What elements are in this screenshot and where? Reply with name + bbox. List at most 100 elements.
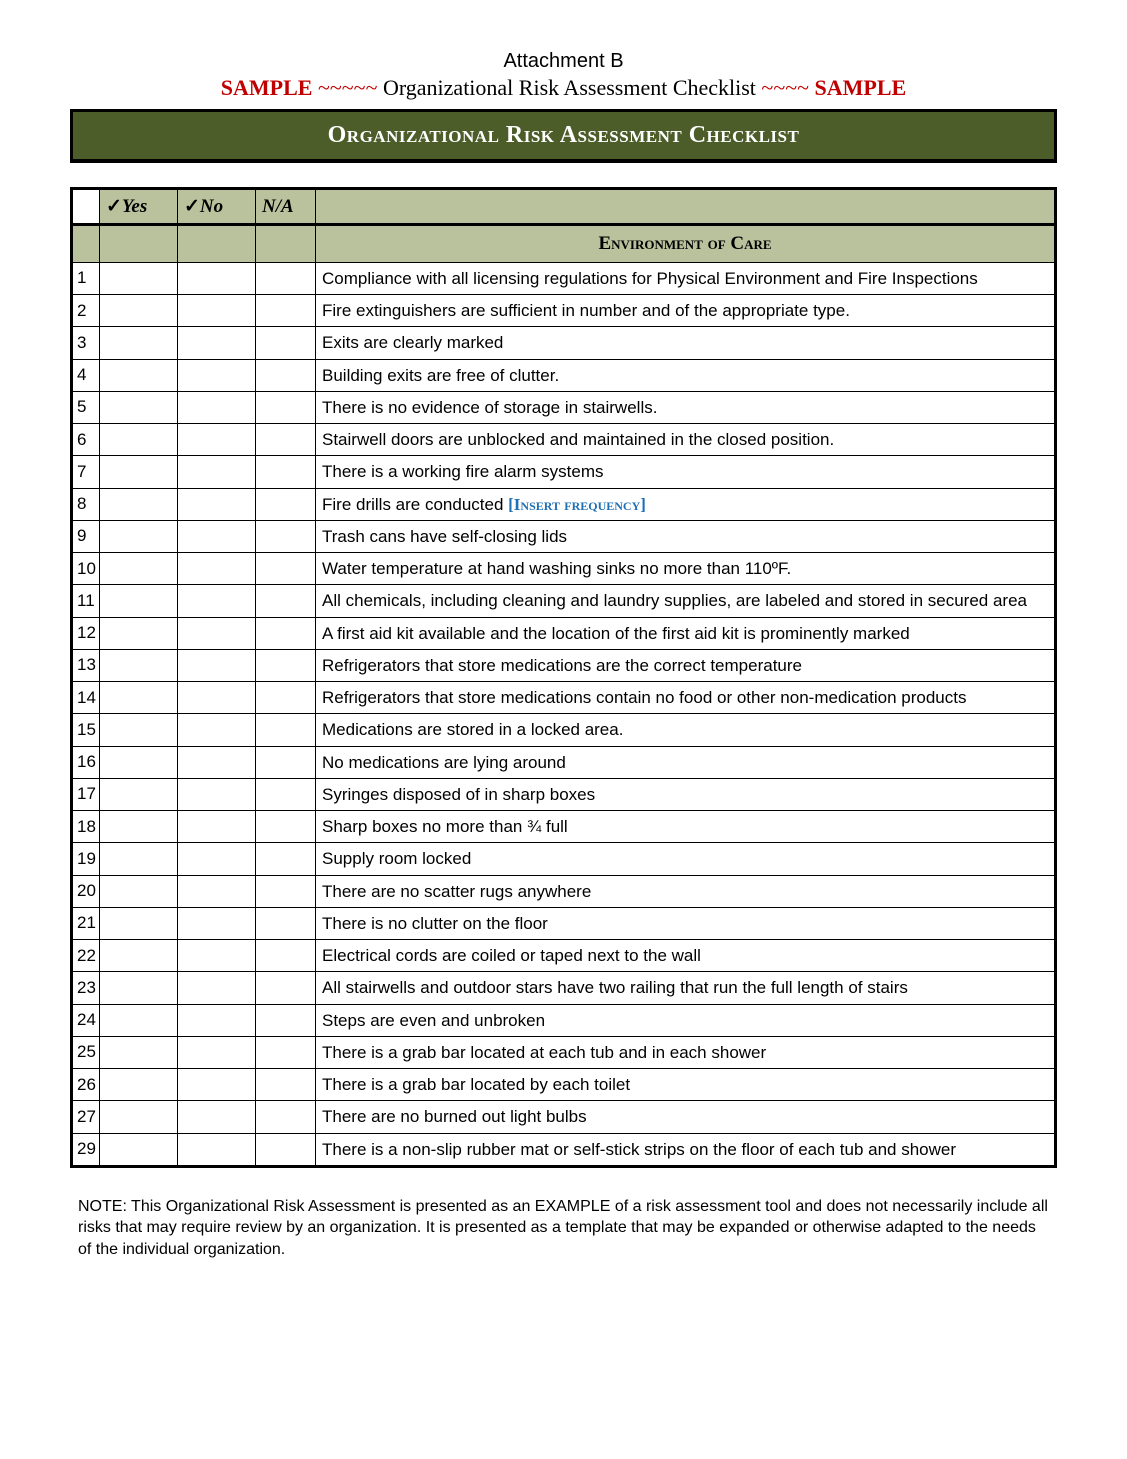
sample-left: SAMPLE [221, 75, 313, 100]
checkbox-na[interactable] [256, 811, 316, 843]
checkbox-na[interactable] [256, 488, 316, 520]
checklist-row: 8Fire drills are conducted [Insert frequ… [72, 488, 1056, 520]
checkbox-yes[interactable] [100, 1101, 178, 1133]
checkbox-yes[interactable] [100, 1004, 178, 1036]
checkbox-no[interactable] [178, 424, 256, 456]
checkbox-yes[interactable] [100, 714, 178, 746]
checkbox-no[interactable] [178, 1004, 256, 1036]
checkbox-na[interactable] [256, 875, 316, 907]
checkbox-yes[interactable] [100, 295, 178, 327]
checkbox-yes[interactable] [100, 746, 178, 778]
checkbox-na[interactable] [256, 553, 316, 585]
checkbox-no[interactable] [178, 682, 256, 714]
checkbox-no[interactable] [178, 488, 256, 520]
checkbox-no[interactable] [178, 907, 256, 939]
checkbox-yes[interactable] [100, 649, 178, 681]
checkbox-yes[interactable] [100, 327, 178, 359]
checklist-table: ✓Yes ✓No N/A Environment of Care 1Compli… [70, 187, 1057, 1168]
checkbox-yes[interactable] [100, 520, 178, 552]
checkbox-no[interactable] [178, 295, 256, 327]
checkbox-yes[interactable] [100, 1036, 178, 1068]
checkbox-yes[interactable] [100, 456, 178, 488]
checkbox-na[interactable] [256, 424, 316, 456]
checkbox-no[interactable] [178, 1101, 256, 1133]
row-number: 19 [72, 843, 100, 875]
checkbox-yes[interactable] [100, 262, 178, 294]
checkbox-yes[interactable] [100, 359, 178, 391]
insert-placeholder: [Insert frequency] [508, 495, 646, 514]
checkbox-no[interactable] [178, 359, 256, 391]
checkbox-na[interactable] [256, 391, 316, 423]
checkbox-yes[interactable] [100, 907, 178, 939]
checkbox-no[interactable] [178, 843, 256, 875]
checkbox-no[interactable] [178, 972, 256, 1004]
checkbox-na[interactable] [256, 714, 316, 746]
checkbox-na[interactable] [256, 1101, 316, 1133]
checkbox-yes[interactable] [100, 617, 178, 649]
checkbox-no[interactable] [178, 1069, 256, 1101]
checkbox-no[interactable] [178, 746, 256, 778]
checkbox-na[interactable] [256, 1069, 316, 1101]
checkbox-yes[interactable] [100, 843, 178, 875]
checkbox-no[interactable] [178, 875, 256, 907]
checkbox-na[interactable] [256, 907, 316, 939]
checkbox-no[interactable] [178, 940, 256, 972]
checkbox-no[interactable] [178, 327, 256, 359]
checkbox-na[interactable] [256, 262, 316, 294]
checkbox-no[interactable] [178, 649, 256, 681]
checkbox-no[interactable] [178, 391, 256, 423]
checkbox-yes[interactable] [100, 972, 178, 1004]
checkbox-yes[interactable] [100, 391, 178, 423]
checkbox-na[interactable] [256, 682, 316, 714]
checkbox-yes[interactable] [100, 811, 178, 843]
checkbox-no[interactable] [178, 553, 256, 585]
checkbox-no[interactable] [178, 585, 256, 617]
row-number: 18 [72, 811, 100, 843]
checkbox-yes[interactable] [100, 682, 178, 714]
row-number: 1 [72, 262, 100, 294]
checkbox-yes[interactable] [100, 488, 178, 520]
checklist-row: 11All chemicals, including cleaning and … [72, 585, 1056, 617]
checkbox-no[interactable] [178, 1133, 256, 1166]
checkbox-no[interactable] [178, 811, 256, 843]
checkbox-yes[interactable] [100, 778, 178, 810]
checkbox-na[interactable] [256, 1004, 316, 1036]
checkbox-na[interactable] [256, 456, 316, 488]
checkbox-no[interactable] [178, 714, 256, 746]
checkbox-na[interactable] [256, 520, 316, 552]
checkbox-na[interactable] [256, 585, 316, 617]
checkbox-no[interactable] [178, 520, 256, 552]
checklist-row: 29There is a non-slip rubber mat or self… [72, 1133, 1056, 1166]
checkbox-na[interactable] [256, 359, 316, 391]
section-row: Environment of Care [72, 225, 1056, 263]
checkbox-na[interactable] [256, 327, 316, 359]
checkbox-no[interactable] [178, 456, 256, 488]
checkbox-na[interactable] [256, 1036, 316, 1068]
checkbox-na[interactable] [256, 843, 316, 875]
checkbox-yes[interactable] [100, 585, 178, 617]
checklist-row: 4Building exits are free of clutter. [72, 359, 1056, 391]
checkbox-na[interactable] [256, 295, 316, 327]
checkbox-na[interactable] [256, 940, 316, 972]
checkbox-na[interactable] [256, 972, 316, 1004]
checkbox-na[interactable] [256, 649, 316, 681]
checkbox-no[interactable] [178, 1036, 256, 1068]
checkbox-na[interactable] [256, 617, 316, 649]
checklist-row: 9Trash cans have self-closing lids [72, 520, 1056, 552]
checkbox-no[interactable] [178, 617, 256, 649]
checkbox-na[interactable] [256, 746, 316, 778]
checkbox-yes[interactable] [100, 424, 178, 456]
checkbox-yes[interactable] [100, 875, 178, 907]
checkbox-na[interactable] [256, 1133, 316, 1166]
col-header-yes: ✓Yes [100, 189, 178, 225]
checkbox-yes[interactable] [100, 553, 178, 585]
checkbox-yes[interactable] [100, 940, 178, 972]
row-number: 4 [72, 359, 100, 391]
checkbox-yes[interactable] [100, 1069, 178, 1101]
checkbox-no[interactable] [178, 262, 256, 294]
row-description: There is no evidence of storage in stair… [316, 391, 1056, 423]
checkbox-na[interactable] [256, 778, 316, 810]
checkbox-no[interactable] [178, 778, 256, 810]
document-page: Attachment B SAMPLE ~~~~~ Organizational… [0, 0, 1127, 1311]
checkbox-yes[interactable] [100, 1133, 178, 1166]
